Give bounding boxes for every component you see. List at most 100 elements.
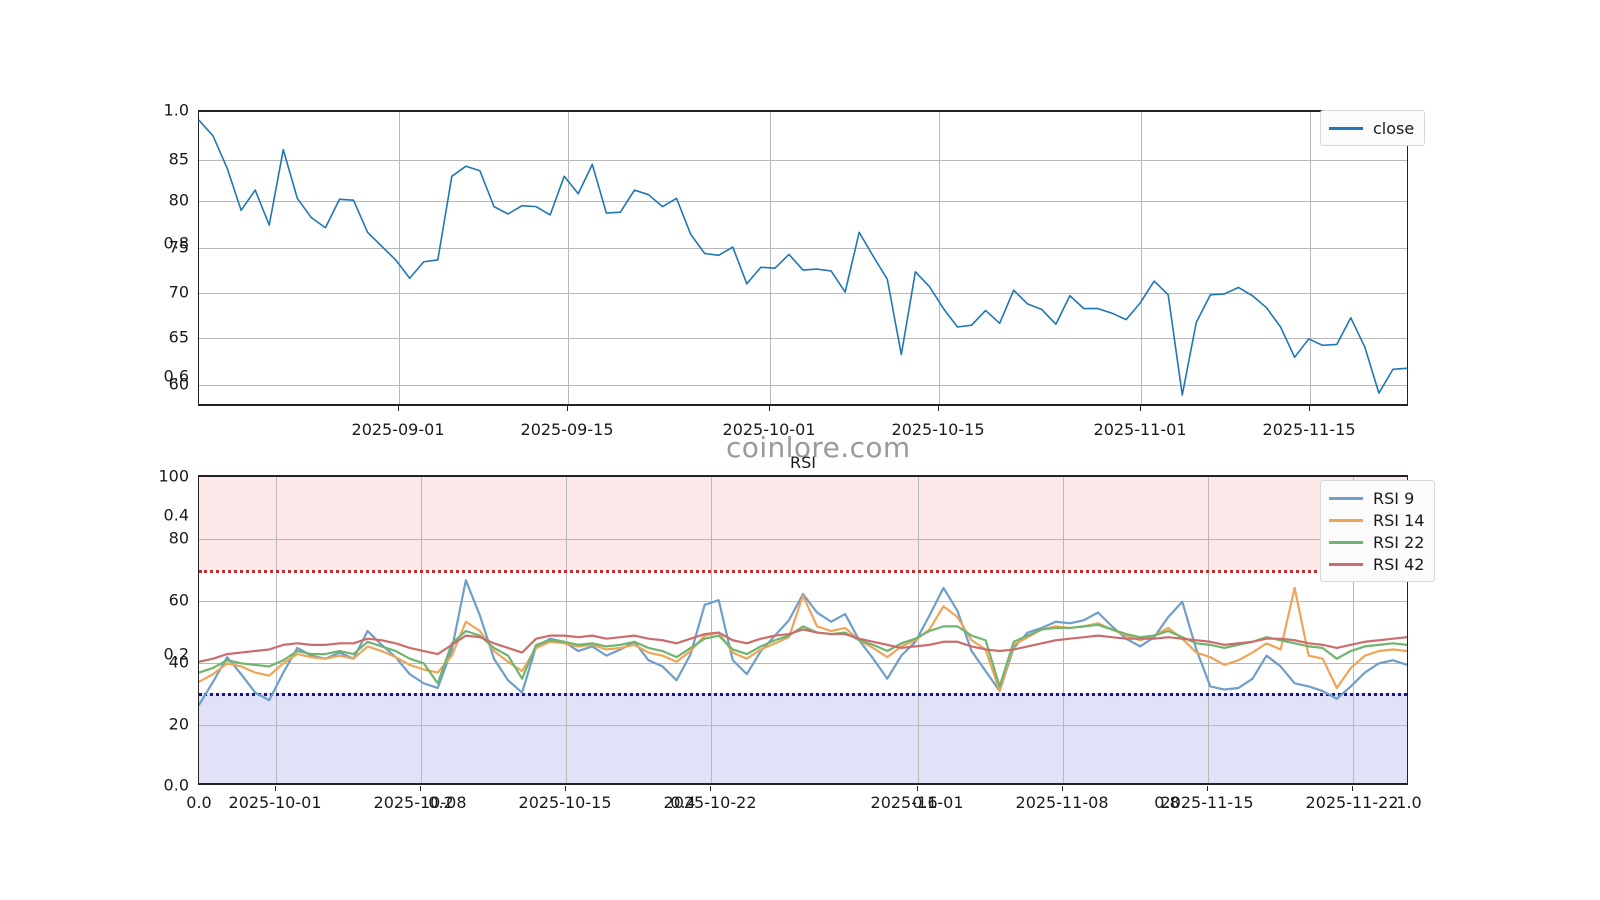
rsi-x-tick: 2025-11-15 bbox=[1160, 793, 1254, 812]
rsi-x-overlay-tick: 0.8 bbox=[1154, 793, 1180, 812]
rsi-y-tick: 60 bbox=[168, 590, 189, 610]
rsi-x-tickmark bbox=[1062, 786, 1063, 791]
rsi-plot-area bbox=[198, 475, 1408, 785]
legend-label: RSI 14 bbox=[1373, 510, 1425, 530]
price-y-axis: 1.0 85 80 0.8 75 70 65 0.6 60 bbox=[145, 0, 189, 900]
legend-item-rsi22[interactable]: RSI 22 bbox=[1329, 531, 1424, 553]
rsi-x-tickmark bbox=[565, 786, 566, 791]
oversold-threshold-line bbox=[199, 693, 1407, 696]
series-line bbox=[199, 628, 1407, 663]
price-x-tick: 2025-09-01 bbox=[351, 420, 445, 439]
rsi-x-overlay-tick: 0.0 bbox=[186, 793, 212, 812]
legend-line-swatch bbox=[1329, 496, 1363, 500]
price-gridline bbox=[199, 160, 1407, 161]
price-gridline bbox=[939, 112, 940, 404]
rsi-gridline bbox=[199, 663, 1407, 664]
rsi-title: RSI bbox=[790, 453, 816, 472]
legend-item-rsi14[interactable]: RSI 14 bbox=[1329, 509, 1424, 531]
rsi-y-axis: 100 0.4 80 60 0.2 40 20 0.0 bbox=[145, 0, 189, 900]
rsi-x-tick: 2025-10-01 bbox=[228, 793, 322, 812]
rsi-x-tickmark bbox=[710, 786, 711, 791]
rsi-x-overlay-tick: 0.6 bbox=[912, 793, 938, 812]
price-gridline bbox=[199, 385, 1407, 386]
price-x-tick: 2025-11-15 bbox=[1262, 420, 1356, 439]
price-line-chart bbox=[198, 119, 1408, 396]
price-y-tick: 0.8 bbox=[163, 233, 189, 253]
rsi-y-tick: 80 bbox=[168, 528, 189, 548]
price-y-tick: 60 bbox=[168, 374, 189, 394]
rsi-x-tick: 2025-11-01 bbox=[870, 793, 964, 812]
rsi-x-overlay-tick: 0.2 bbox=[428, 793, 454, 812]
rsi-line-chart bbox=[199, 579, 1407, 707]
price-x-tick: 2025-09-15 bbox=[520, 420, 614, 439]
rsi-legend[interactable]: RSI 9 RSI 14 RSI 22 RSI 42 bbox=[1320, 480, 1436, 582]
rsi-gridline bbox=[199, 601, 1407, 602]
rsi-gridline bbox=[1063, 477, 1064, 783]
price-y-tick: 1.0 bbox=[163, 100, 189, 120]
price-x-tickmark bbox=[1140, 406, 1141, 411]
rsi-gridline bbox=[918, 477, 919, 783]
series-line bbox=[199, 623, 1407, 688]
price-gridline bbox=[399, 112, 400, 404]
legend-line-swatch bbox=[1329, 518, 1363, 522]
price-gridline bbox=[199, 338, 1407, 339]
rsi-gridline bbox=[1208, 477, 1209, 783]
rsi-x-tick: 2025-11-08 bbox=[1015, 793, 1109, 812]
rsi-gridline bbox=[566, 477, 567, 783]
series-line bbox=[199, 586, 1407, 693]
overbought-band bbox=[199, 477, 1407, 570]
price-plot-area bbox=[198, 110, 1408, 406]
price-x-tickmark bbox=[567, 406, 568, 411]
rsi-y-tick: 0.4 bbox=[163, 505, 189, 525]
rsi-x-overlay-tick: 1.0 bbox=[1396, 793, 1422, 812]
rsi-x-tickmark bbox=[917, 786, 918, 791]
rsi-y-tick: 20 bbox=[168, 714, 189, 734]
watermark: coinlore.com bbox=[726, 431, 911, 464]
price-y-tick: 80 bbox=[168, 190, 189, 210]
rsi-x-tickmark bbox=[1352, 786, 1353, 791]
rsi-x-tick: 2025-11-22 bbox=[1305, 793, 1399, 812]
legend-item-rsi42[interactable]: RSI 42 bbox=[1329, 553, 1424, 575]
price-x-tick: 2025-10-01 bbox=[722, 420, 816, 439]
legend-label: close bbox=[1373, 118, 1415, 138]
price-gridline bbox=[568, 112, 569, 404]
price-y-tick: 0.6 bbox=[163, 366, 189, 386]
price-x-tick: 2025-10-15 bbox=[891, 420, 985, 439]
legend-item-close[interactable]: close bbox=[1329, 117, 1414, 139]
rsi-gridline bbox=[711, 477, 712, 783]
rsi-x-tickmark bbox=[275, 786, 276, 791]
rsi-gridline bbox=[199, 539, 1407, 540]
rsi-gridline bbox=[1353, 477, 1354, 783]
rsi-x-tickmark bbox=[1207, 786, 1208, 791]
price-y-tick: 65 bbox=[168, 327, 189, 347]
series-line bbox=[199, 579, 1407, 707]
price-x-tick: 2025-11-01 bbox=[1093, 420, 1187, 439]
price-y-tick: 85 bbox=[168, 149, 189, 169]
rsi-y-tick: 0.2 bbox=[163, 644, 189, 664]
price-gridline bbox=[1310, 112, 1311, 404]
legend-label: RSI 9 bbox=[1373, 488, 1415, 508]
rsi-gridline bbox=[421, 477, 422, 783]
price-y-tick: 75 bbox=[168, 237, 189, 257]
price-x-tickmark bbox=[769, 406, 770, 411]
rsi-x-tickmark bbox=[420, 786, 421, 791]
rsi-gridline bbox=[276, 477, 277, 783]
rsi-y-tick: 40 bbox=[168, 652, 189, 672]
price-gridline bbox=[199, 248, 1407, 249]
legend-line-swatch bbox=[1329, 126, 1363, 130]
legend-line-swatch bbox=[1329, 540, 1363, 544]
rsi-x-tick: 2025-10-22 bbox=[663, 793, 757, 812]
legend-label: RSI 22 bbox=[1373, 532, 1425, 552]
legend-item-rsi9[interactable]: RSI 9 bbox=[1329, 487, 1424, 509]
rsi-y-tick: 0.0 bbox=[163, 775, 189, 795]
price-x-tickmark bbox=[1309, 406, 1310, 411]
rsi-y-tick: 100 bbox=[158, 466, 189, 486]
oversold-band bbox=[199, 693, 1407, 783]
rsi-x-overlay-tick: 0.4 bbox=[670, 793, 696, 812]
legend-line-swatch bbox=[1329, 562, 1363, 566]
series-line bbox=[198, 119, 1408, 396]
rsi-x-tick: 2025-10-15 bbox=[518, 793, 612, 812]
rsi-x-tick: 2025-10-08 bbox=[373, 793, 467, 812]
price-legend[interactable]: close bbox=[1320, 110, 1426, 146]
